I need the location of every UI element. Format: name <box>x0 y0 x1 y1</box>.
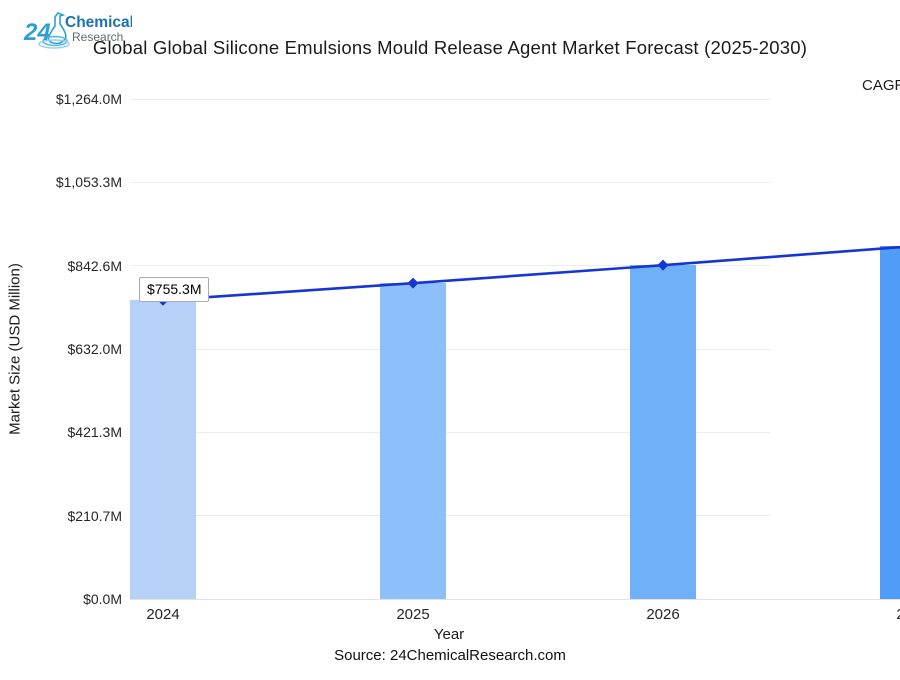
logo-word-chemical: Chemical <box>65 14 132 31</box>
data-point-2026[interactable] <box>657 259 669 271</box>
chart-title: Global Global Silicone Emulsions Mould R… <box>92 37 808 58</box>
y-tick-label: $632.0M <box>67 341 122 357</box>
gridline <box>130 181 771 183</box>
source-text: Source: 24ChemicalResearch.com <box>334 647 566 664</box>
flask-icon: 24 Chemical Research <box>23 12 134 49</box>
y-tick-label: $1,053.3M <box>55 174 122 191</box>
y-tick-label: $842.6M <box>67 257 122 274</box>
logo-24chemicalresearch[interactable]: 24 Chemical Research <box>22 8 134 54</box>
trend-line <box>162 245 900 302</box>
gridline <box>130 98 771 100</box>
x-tick-label-2027: 2027 <box>878 606 900 624</box>
gridline <box>130 515 771 517</box>
y-tick-label: $421.3M <box>67 424 122 441</box>
y-axis-title: Market Size (USD Million) <box>6 263 24 435</box>
bar-2027[interactable] <box>880 246 900 599</box>
x-tick-label-2024: 2024 <box>146 606 180 623</box>
cagr-label: CAGR <box>862 77 900 94</box>
x-axis-line <box>130 599 900 600</box>
gridline <box>130 348 771 350</box>
y-tick-label: $210.7M <box>67 507 122 524</box>
x-axis-title: Year <box>433 626 465 643</box>
bar-2026[interactable] <box>630 265 696 599</box>
logo-number: 24 <box>23 19 51 46</box>
x-tick-label-2025: 2025 <box>396 606 430 623</box>
x-tick-label-2026: 2026 <box>646 606 680 623</box>
data-point-2025[interactable] <box>407 277 419 289</box>
data-label-2024: $755.3M <box>139 277 210 302</box>
gridline <box>130 431 771 433</box>
logo-word-research: Research <box>72 30 123 44</box>
bar-2024[interactable] <box>130 300 196 599</box>
y-tick-label: $0.0M <box>83 591 122 607</box>
bar-2025[interactable] <box>380 283 446 599</box>
y-tick-label: $1,264.0M <box>55 91 122 107</box>
